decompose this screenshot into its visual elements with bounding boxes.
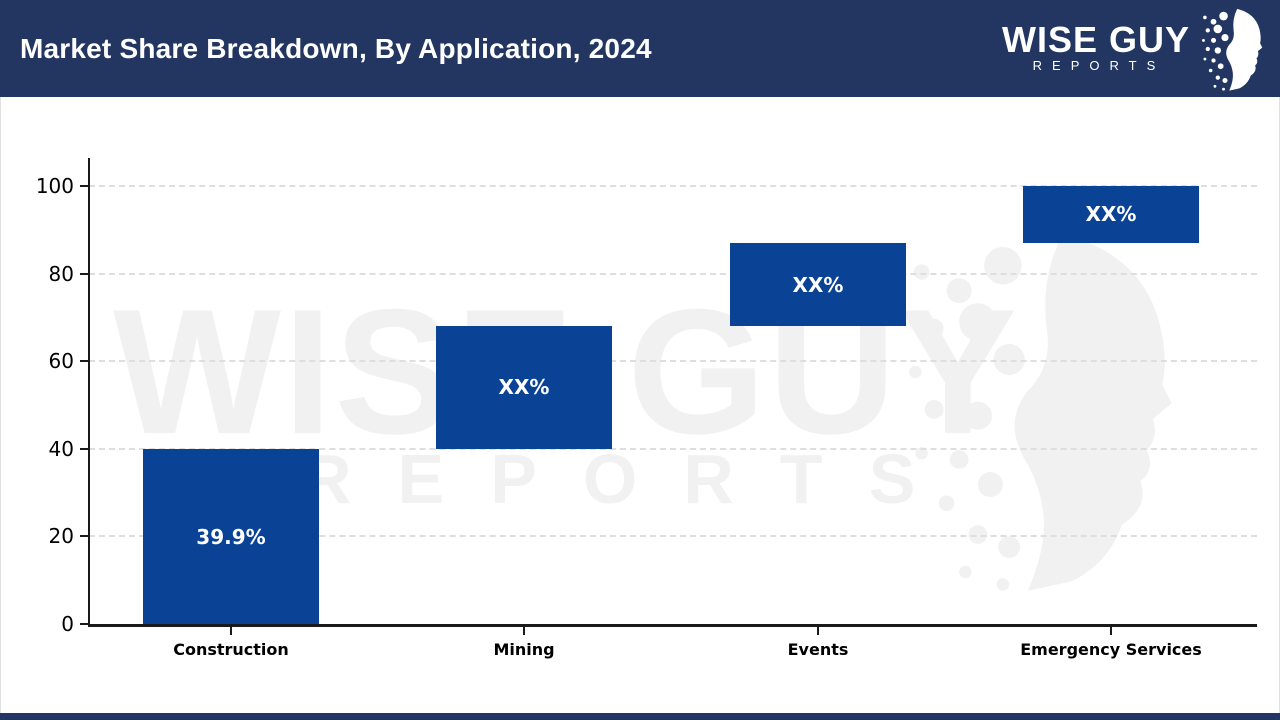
y-tick-mark-0 [80,623,89,625]
x-tick-mark-2 [817,627,819,635]
x-tick-mark-3 [1110,627,1112,635]
bar-mining: XX% [436,326,612,449]
bar-value-label: XX% [498,375,550,400]
watermark-sub-text: REPORTS [301,440,962,518]
x-axis-line [88,624,1257,627]
y-tick-mark-80 [80,272,89,275]
bar-events: XX% [730,242,906,327]
wise-guy-logo: WISE GUY REPORTS [1002,6,1280,92]
x-category-label: Events [787,640,849,659]
page-title: Market Share Breakdown, By Application, … [20,32,652,64]
bar-emergency-services: XX% [1023,186,1199,243]
bar-value-label: 39.9% [196,524,266,549]
y-tick-mark-20 [80,535,89,538]
logo-brand-text: WISE GUY [1001,19,1190,61]
y-tick-mark-60 [80,360,89,363]
y-tick-label-20: 20 [48,524,74,549]
header: Market Share Breakdown, By Application, … [0,0,1280,97]
y-axis-line [88,158,90,624]
y-tick-label-100: 100 [35,174,74,198]
y-tick-label-60: 60 [48,349,74,374]
gridline-100 [89,185,1257,187]
x-category-label: Mining [493,640,555,659]
x-category-label: Construction [173,640,289,659]
gridline-60 [89,360,1257,363]
chart-canvas: WISE GUY REPORTS 0 20 40 60 80 100 39.9% Constr… [0,97,1280,714]
y-tick-label-0: 0 [61,612,74,636]
gridline-40 [89,447,1257,450]
x-tick-mark-0 [230,627,232,635]
y-tick-label-40: 40 [48,436,74,461]
wise-guy-head-icon [1202,8,1263,91]
gridline-20 [89,535,1257,538]
logo-sub-text: REPORTS [1032,58,1166,74]
watermark-head-icon [909,234,1172,591]
y-tick-mark-40 [80,447,89,450]
bar-value-label: XX% [792,272,844,297]
gridline-80 [89,272,1257,275]
x-tick-mark-1 [523,627,525,635]
bar-value-label: XX% [1085,202,1137,227]
y-tick-mark-100 [80,185,89,187]
y-tick-label-80: 80 [48,261,74,286]
wise-guy-logo-text: WISE GUY REPORTS [1002,22,1190,75]
footer-bar [0,713,1280,720]
bar-construction: 39.9% [143,449,319,624]
x-category-label: Emergency Services [1020,640,1202,659]
